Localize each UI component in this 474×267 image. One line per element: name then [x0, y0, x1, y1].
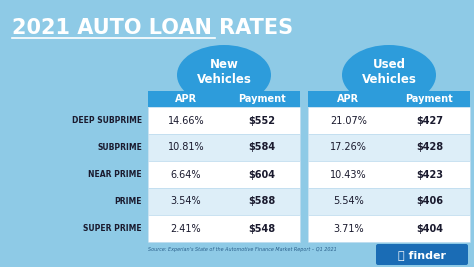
Text: 14.66%: 14.66%	[168, 116, 204, 125]
Text: 10.43%: 10.43%	[330, 170, 367, 179]
Text: 5.54%: 5.54%	[333, 197, 364, 206]
FancyBboxPatch shape	[308, 161, 470, 188]
Text: Used
Vehicles: Used Vehicles	[362, 58, 417, 86]
Text: 2.41%: 2.41%	[171, 223, 201, 234]
Text: 6.64%: 6.64%	[171, 170, 201, 179]
Text: APR: APR	[175, 95, 197, 104]
Text: Payment: Payment	[238, 95, 286, 104]
Text: $423: $423	[416, 170, 443, 179]
FancyBboxPatch shape	[148, 107, 300, 134]
FancyBboxPatch shape	[308, 91, 470, 107]
FancyBboxPatch shape	[148, 91, 300, 107]
Text: DEEP SUBPRIME: DEEP SUBPRIME	[72, 116, 142, 125]
Text: SUBPRIME: SUBPRIME	[97, 143, 142, 152]
Text: APR: APR	[337, 95, 360, 104]
FancyBboxPatch shape	[308, 134, 470, 161]
FancyBboxPatch shape	[148, 215, 300, 242]
Text: NEAR PRIME: NEAR PRIME	[88, 170, 142, 179]
Text: 10.81%: 10.81%	[168, 143, 204, 152]
Text: Payment: Payment	[406, 95, 453, 104]
FancyBboxPatch shape	[376, 244, 468, 265]
Text: $548: $548	[248, 223, 275, 234]
Text: 3.54%: 3.54%	[171, 197, 201, 206]
FancyBboxPatch shape	[148, 161, 300, 188]
Text: 17.26%: 17.26%	[330, 143, 367, 152]
FancyBboxPatch shape	[308, 215, 470, 242]
Text: $584: $584	[248, 143, 275, 152]
Text: $552: $552	[248, 116, 275, 125]
Text: $404: $404	[416, 223, 443, 234]
Text: $428: $428	[416, 143, 443, 152]
Text: PRIME: PRIME	[115, 197, 142, 206]
Text: 21.07%: 21.07%	[330, 116, 367, 125]
Text: $427: $427	[416, 116, 443, 125]
FancyBboxPatch shape	[148, 188, 300, 215]
Text: $604: $604	[248, 170, 275, 179]
Text: 3.71%: 3.71%	[333, 223, 364, 234]
Ellipse shape	[342, 45, 436, 105]
FancyBboxPatch shape	[148, 91, 300, 242]
FancyBboxPatch shape	[148, 134, 300, 161]
Text: $588: $588	[248, 197, 275, 206]
Text: 2021 AUTO LOAN RATES: 2021 AUTO LOAN RATES	[12, 18, 293, 38]
Text: Source: Experian's State of the Automotive Finance Market Report – Q1 2021: Source: Experian's State of the Automoti…	[148, 247, 337, 252]
Text: New
Vehicles: New Vehicles	[197, 58, 251, 86]
Text: $406: $406	[416, 197, 443, 206]
Text: ⌕ finder: ⌕ finder	[398, 250, 446, 260]
FancyBboxPatch shape	[308, 91, 470, 242]
FancyBboxPatch shape	[308, 107, 470, 134]
Text: SUPER PRIME: SUPER PRIME	[83, 224, 142, 233]
Ellipse shape	[177, 45, 271, 105]
FancyBboxPatch shape	[308, 188, 470, 215]
